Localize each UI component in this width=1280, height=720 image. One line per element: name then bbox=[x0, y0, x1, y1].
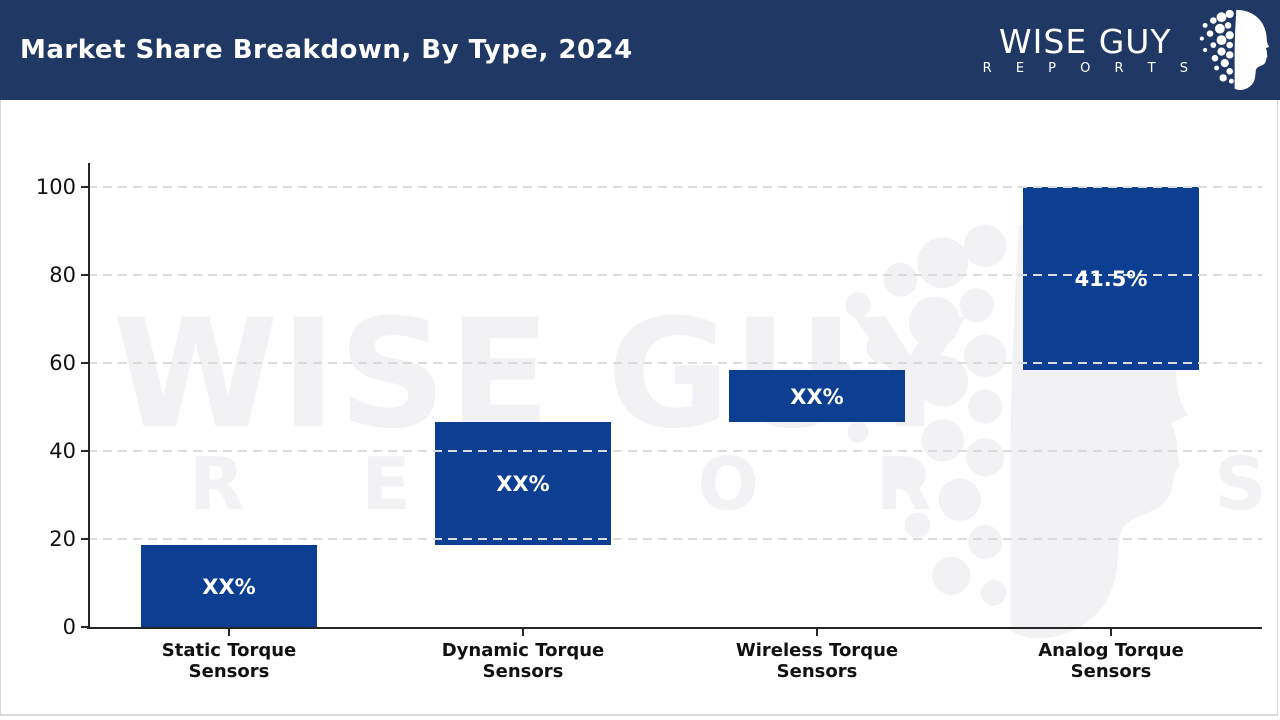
page-title: Market Share Breakdown, By Type, 2024 bbox=[20, 35, 633, 65]
y-tick-60 bbox=[81, 362, 88, 364]
brand-logo-text: WISE GUY R E P O R T S bbox=[973, 21, 1198, 76]
y-tick-label-0: 0 bbox=[62, 615, 76, 639]
brand-logo: WISE GUY R E P O R T S bbox=[973, 0, 1274, 100]
gridline-40 bbox=[88, 450, 1262, 452]
x-category-label-line: Sensors bbox=[1070, 661, 1152, 682]
x-category-label-line: Analog Torque bbox=[1038, 640, 1184, 661]
x-category-label-wireless-torque-sensors: Wireless Torque Sensors bbox=[697, 640, 937, 682]
x-tick-analog-torque-sensors bbox=[1110, 629, 1112, 636]
bar-static-torque-sensors bbox=[141, 544, 317, 627]
x-category-label-line: Static Torque bbox=[161, 640, 297, 661]
y-tick-label-80: 80 bbox=[49, 263, 76, 287]
x-category-label-line: Sensors bbox=[188, 661, 270, 682]
x-tick-static-torque-sensors bbox=[228, 629, 230, 636]
x-category-label-line: Sensors bbox=[482, 661, 564, 682]
gridline-100 bbox=[88, 186, 1262, 188]
x-category-label-static-torque-sensors: Static Torque Sensors bbox=[109, 640, 349, 682]
gridline-60 bbox=[88, 362, 1262, 364]
y-tick-20 bbox=[81, 538, 88, 540]
y-tick-label-100: 100 bbox=[35, 175, 76, 199]
x-category-label-analog-torque-sensors: Analog Torque Sensors bbox=[991, 640, 1231, 682]
x-tick-dynamic-torque-sensors bbox=[522, 629, 524, 636]
bar-value-label-analog-torque-sensors: 41.5% bbox=[1074, 267, 1148, 292]
y-axis-line bbox=[88, 163, 90, 629]
bar-value-label-dynamic-torque-sensors: XX% bbox=[496, 472, 550, 497]
y-tick-0 bbox=[81, 626, 88, 628]
x-tick-wireless-torque-sensors bbox=[816, 629, 818, 636]
x-category-label-line: Sensors bbox=[776, 661, 858, 682]
y-tick-100 bbox=[81, 186, 88, 188]
bar-dynamic-torque-sensors bbox=[435, 421, 611, 545]
x-category-label-line: Wireless Torque bbox=[735, 640, 899, 661]
y-tick-label-20: 20 bbox=[49, 527, 76, 551]
bar-value-label-wireless-torque-sensors: XX% bbox=[790, 384, 844, 409]
y-tick-label-40: 40 bbox=[49, 439, 76, 463]
brand-name: WISE GUY bbox=[999, 21, 1172, 61]
brand-subtitle: R E P O R T S bbox=[982, 60, 1198, 76]
header-bar: Market Share Breakdown, By Type, 2024 WI… bbox=[0, 0, 1280, 100]
y-tick-80 bbox=[81, 274, 88, 276]
gridline-80 bbox=[88, 274, 1262, 276]
bar-analog-torque-sensors bbox=[1023, 187, 1199, 370]
y-tick-40 bbox=[81, 450, 88, 452]
brand-head-icon bbox=[1199, 9, 1270, 91]
x-category-label-line: Dynamic Torque bbox=[441, 640, 605, 661]
x-category-label-dynamic-torque-sensors: Dynamic Torque Sensors bbox=[403, 640, 643, 682]
bar-wireless-torque-sensors bbox=[729, 369, 905, 422]
bar-value-label-static-torque-sensors: XX% bbox=[202, 574, 256, 599]
gridline-20 bbox=[88, 538, 1262, 540]
x-axis-line bbox=[87, 627, 1262, 629]
y-tick-label-60: 60 bbox=[49, 351, 76, 375]
